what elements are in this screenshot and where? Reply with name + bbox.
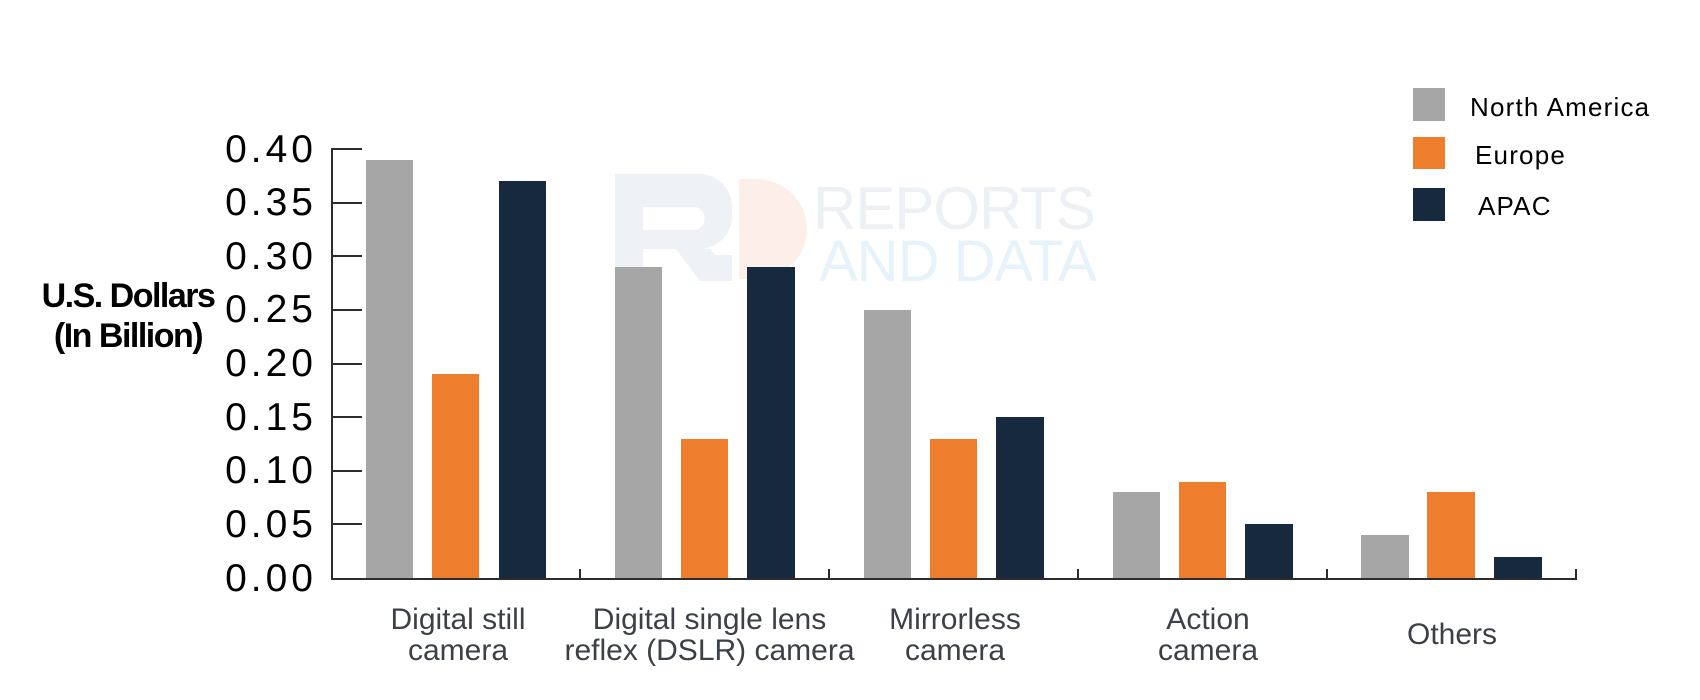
- svg-text:REPORTS: REPORTS: [813, 175, 1095, 242]
- svg-text:AND DATA: AND DATA: [819, 229, 1097, 294]
